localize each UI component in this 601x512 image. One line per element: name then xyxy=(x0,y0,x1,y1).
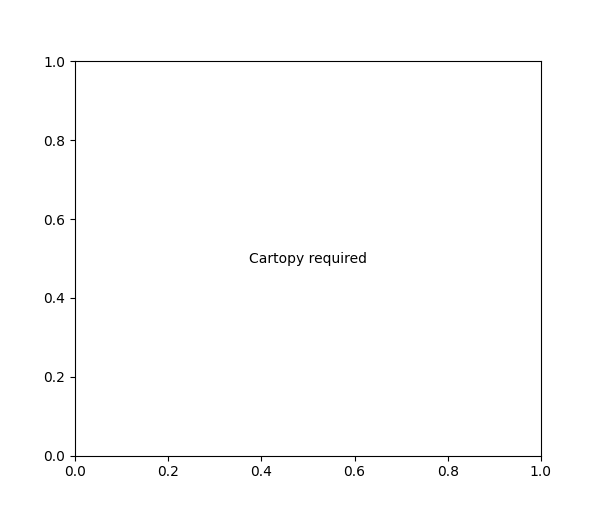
Text: Cartopy required: Cartopy required xyxy=(249,251,367,266)
